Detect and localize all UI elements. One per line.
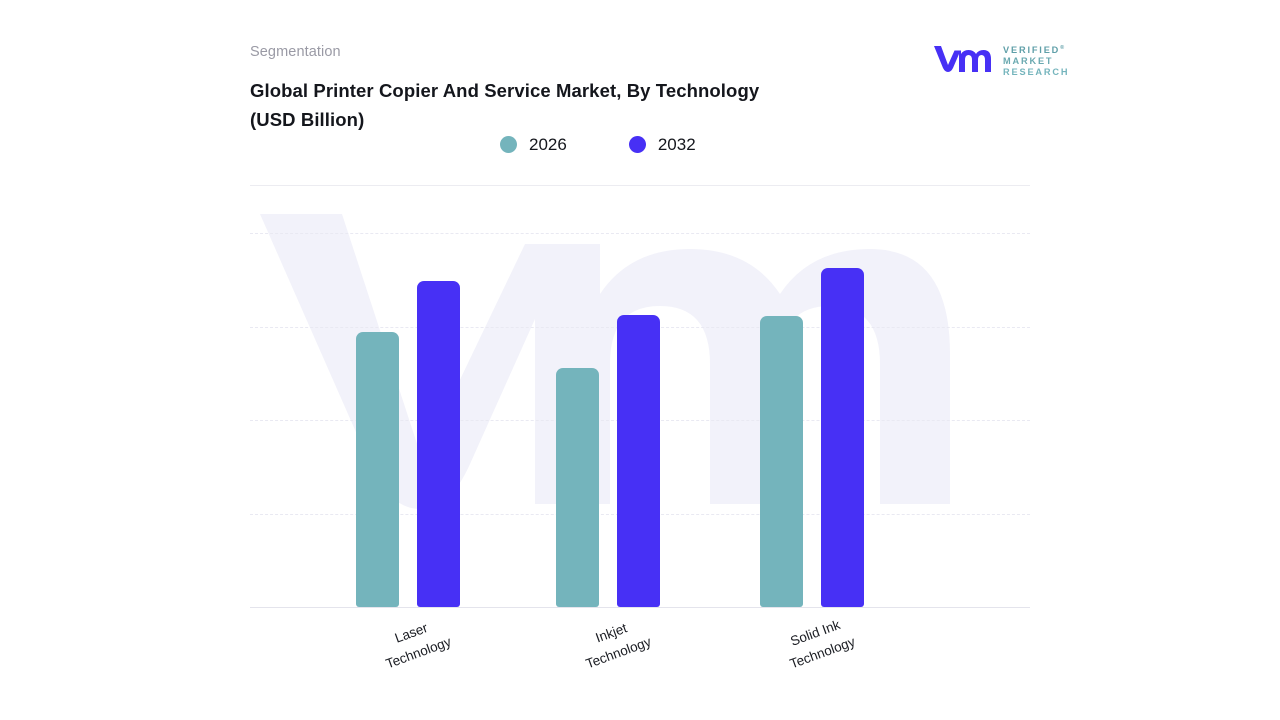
legend-swatch-icon-2032	[628, 136, 646, 153]
logo-line-verified: VERIFIED®	[1003, 45, 1065, 56]
bar-2026-solid-ink-technology[interactable]	[760, 315, 803, 607]
segmentation-eyebrow: Segmentation	[250, 44, 341, 60]
legend-label-2032: 2032	[657, 135, 696, 154]
bar-2026-laser-technology[interactable]	[356, 331, 399, 607]
vmr-monogram-icon	[932, 44, 994, 79]
legend-item-2026[interactable]: 2026	[500, 136, 567, 153]
x-axis-label-inkjet-technology: Inkjet Technology	[583, 620, 654, 672]
gridline	[250, 233, 1030, 235]
x-axis-label-solid-ink-technology: Solid Ink Technology	[787, 617, 858, 672]
chart-legend: 2026 2032	[500, 136, 696, 153]
bar-2032-laser-technology[interactable]	[417, 280, 460, 607]
logo-wordmark: VERIFIED® MARKET RESEARCH	[1003, 45, 1070, 77]
chart-header: Segmentation Global Printer Copier And S…	[250, 44, 1030, 135]
legend-item-2032[interactable]: 2032	[628, 135, 696, 154]
registered-mark: ®	[1060, 45, 1065, 52]
bar-chart-plot-area	[250, 196, 1030, 608]
page-title-line1: Global Printer Copier And Service Market…	[250, 80, 760, 102]
bar-2032-inkjet-technology[interactable]	[617, 315, 660, 607]
verified-market-research-logo: VERIFIED® MARKET RESEARCH	[932, 44, 1069, 79]
x-axis-labels: Laser Technology Inkjet Technology Solid Ink…	[250, 608, 1030, 708]
page-title: Global Printer Copier And Service Market…	[250, 77, 850, 134]
x-axis-line	[250, 607, 1030, 608]
header-divider	[250, 185, 1030, 186]
bar-2026-inkjet-technology[interactable]	[556, 368, 599, 607]
logo-line-research: RESEARCH	[1003, 66, 1070, 77]
page-title-line2: (USD Billion)	[250, 109, 365, 131]
bar-2032-solid-ink-technology[interactable]	[821, 268, 864, 607]
legend-swatch-icon-2026	[500, 136, 517, 153]
legend-label-2026: 2026	[529, 135, 567, 154]
x-axis-label-laser-technology: Laser Technology	[383, 620, 454, 672]
logo-line-market: MARKET	[1003, 55, 1054, 66]
